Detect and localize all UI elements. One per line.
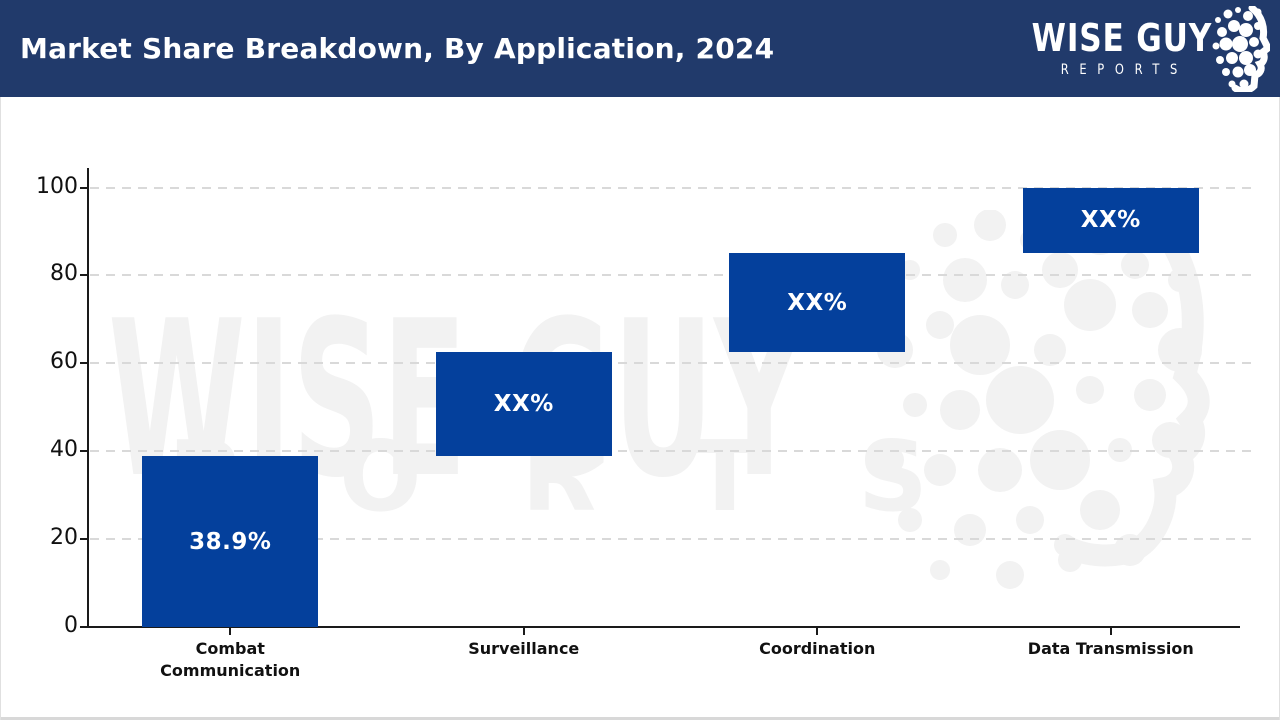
y-tick-mark-100 bbox=[80, 186, 88, 189]
x-category-label-combat-communication: Combat Communication bbox=[160, 639, 301, 680]
y-tick-mark-20 bbox=[80, 538, 88, 541]
bar-value-label-combat-communication: 38.9% bbox=[189, 528, 272, 555]
y-tick-label-40: 40 bbox=[50, 437, 78, 463]
x-category-label-surveillance: Surveillance bbox=[468, 639, 580, 658]
y-axis-line bbox=[87, 168, 89, 628]
gridline-80 bbox=[90, 274, 1253, 277]
gridline-20 bbox=[90, 538, 1253, 541]
bar-data-transmission: XX% bbox=[1022, 187, 1199, 254]
x-category-label-data-transmission: Data Transmission bbox=[1027, 639, 1194, 658]
brand-name: WISE GUY bbox=[1031, 16, 1212, 60]
gridline-100 bbox=[90, 186, 1253, 189]
y-tick-mark-80 bbox=[80, 274, 88, 277]
x-tick-mark-coordination bbox=[816, 628, 819, 635]
x-axis-line bbox=[87, 625, 1240, 628]
bar-value-label-coordination: XX% bbox=[787, 289, 848, 316]
gridline-60 bbox=[90, 362, 1253, 365]
x-tick-mark-combat-communication bbox=[229, 628, 232, 635]
y-tick-mark-60 bbox=[80, 362, 88, 365]
bar-coordination: XX% bbox=[729, 253, 906, 353]
brand-subname: REPORTS bbox=[1060, 62, 1188, 78]
wise-guy-head-icon bbox=[1212, 5, 1270, 92]
y-tick-label-60: 60 bbox=[50, 349, 78, 375]
y-tick-label-100: 100 bbox=[36, 173, 78, 199]
page-title: Market Share Breakdown, By Application, … bbox=[20, 32, 775, 65]
page-left-edge bbox=[0, 97, 1, 720]
y-tick-mark-40 bbox=[80, 450, 88, 453]
page-bottom-edge bbox=[0, 717, 1280, 720]
bar-value-label-surveillance: XX% bbox=[493, 391, 554, 418]
header-bar: Market Share Breakdown, By Application, … bbox=[0, 0, 1280, 97]
y-tick-label-20: 20 bbox=[50, 525, 78, 551]
gridline-40 bbox=[90, 450, 1253, 453]
y-tick-label-0: 0 bbox=[64, 613, 78, 638]
bar-value-label-data-transmission: XX% bbox=[1080, 207, 1141, 234]
bar-surveillance: XX% bbox=[435, 352, 612, 457]
y-tick-mark-0 bbox=[80, 626, 88, 628]
y-tick-label-80: 80 bbox=[50, 261, 78, 287]
brand-text: WISE GUY REPORTS bbox=[1031, 19, 1212, 78]
x-tick-mark-surveillance bbox=[522, 628, 525, 635]
x-category-label-coordination: Coordination bbox=[759, 639, 876, 658]
x-tick-mark-data-transmission bbox=[1109, 628, 1112, 635]
bar-combat-communication: 38.9% bbox=[142, 456, 319, 627]
brand-logo: WISE GUY REPORTS bbox=[992, 5, 1270, 92]
